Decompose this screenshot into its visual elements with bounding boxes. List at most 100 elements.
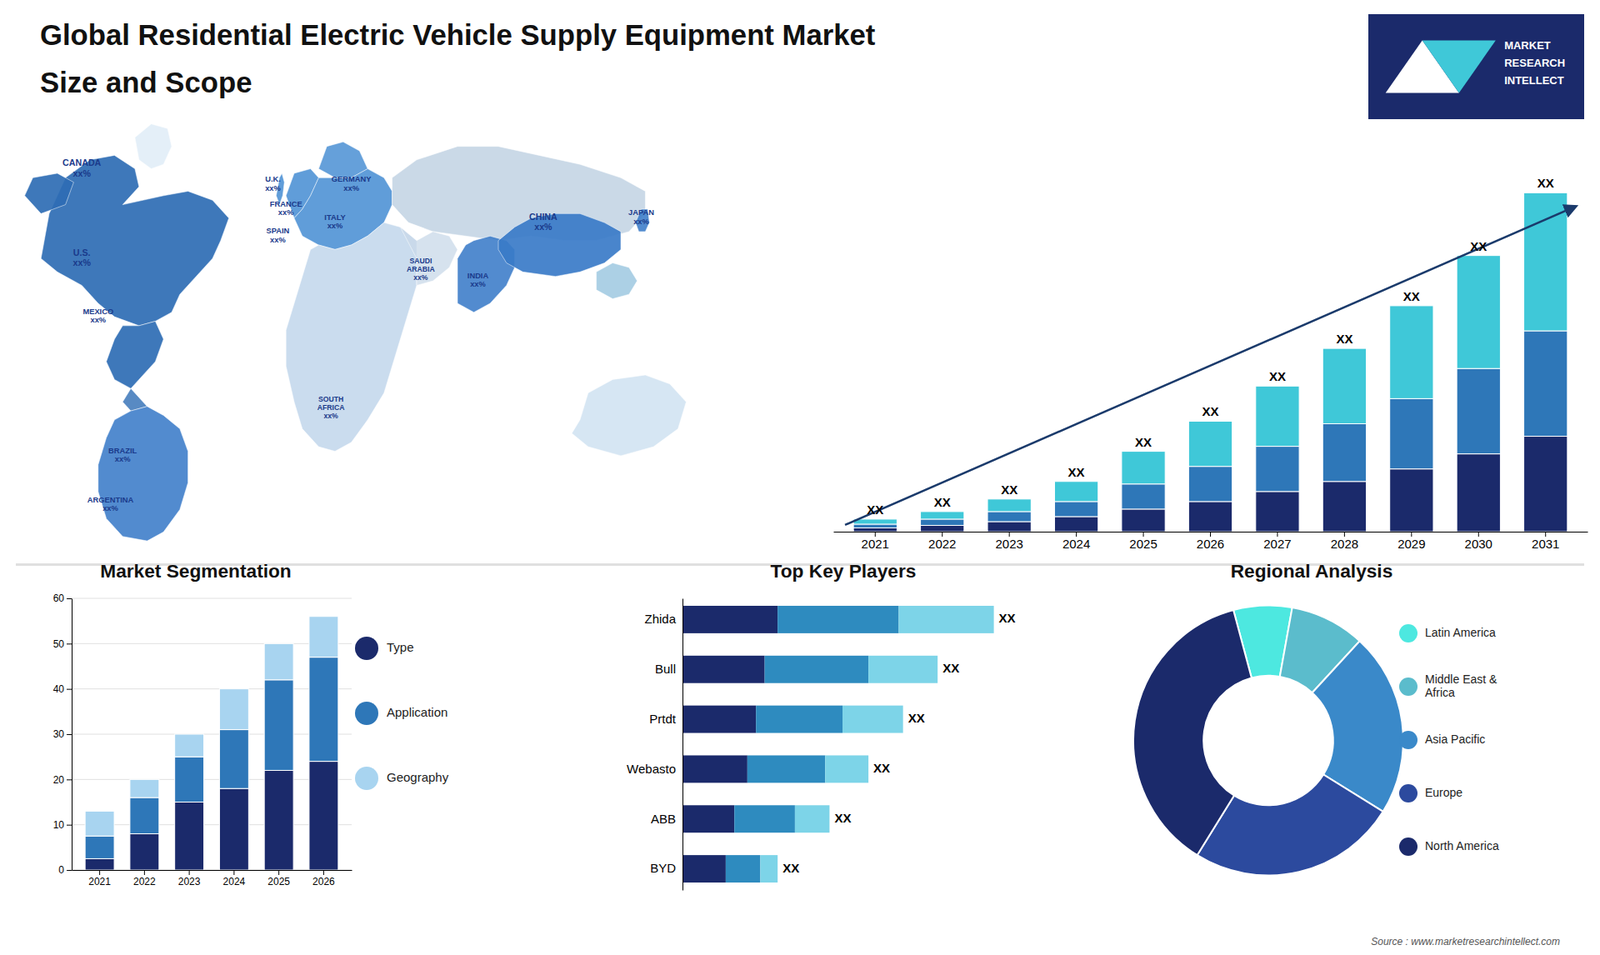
map-label-line: xx% xyxy=(115,455,131,465)
bar-label: XX xyxy=(834,810,851,825)
legend-label-line: Latin America xyxy=(1425,625,1496,640)
map-land xyxy=(285,222,417,451)
x-axis-tick: 2022 xyxy=(133,870,156,888)
y-axis-tick-mark xyxy=(66,870,72,871)
bar xyxy=(682,705,756,734)
bar-label: XX xyxy=(1269,369,1286,384)
logo-text-line: RESEARCH xyxy=(1504,56,1565,70)
x-axis-tick-mark xyxy=(99,870,100,875)
slice xyxy=(1133,610,1252,855)
bar xyxy=(130,779,160,798)
logo-text-line: MARKET xyxy=(1504,38,1551,51)
x-axis-tick-label: 2026 xyxy=(1196,536,1225,551)
legend-label-line: Application xyxy=(386,705,448,720)
map-label-line: xx% xyxy=(102,505,119,514)
x-axis-tick: 2024 xyxy=(1062,531,1090,551)
bar xyxy=(1054,501,1098,517)
bar xyxy=(1390,469,1434,532)
bar-label: XX xyxy=(873,760,890,775)
bar xyxy=(825,755,869,783)
bar xyxy=(682,805,735,833)
x-axis-tick-label: 2024 xyxy=(223,875,246,888)
map-land xyxy=(400,227,458,286)
map-land xyxy=(135,124,172,170)
x-axis-tick-label: 2023 xyxy=(995,536,1023,551)
bar xyxy=(760,855,778,883)
bar-label: XX xyxy=(1068,465,1085,480)
bar xyxy=(175,802,205,871)
section-title: Market Segmentation xyxy=(100,560,291,582)
map-label-line: ARABIA xyxy=(406,265,435,274)
bar-label: XX xyxy=(782,860,800,875)
map-label-line: xx% xyxy=(327,222,344,231)
x-axis-tick: 2021 xyxy=(88,870,111,888)
bar-label-line: XX xyxy=(1537,175,1555,190)
bar-label-line: XX xyxy=(782,860,800,875)
map-label-line: SPAIN xyxy=(265,226,290,235)
x-axis-tick-label: 2021 xyxy=(88,875,111,888)
bar xyxy=(175,734,205,757)
map-label-line: xx% xyxy=(534,221,553,232)
map-label-line: xx% xyxy=(73,168,92,179)
map-label-line: INDIA xyxy=(467,271,490,280)
map-label-line: xx% xyxy=(323,412,339,421)
title: Global Residential Electric Vehicle Supp… xyxy=(40,19,876,51)
map-label: U.K.xx% xyxy=(265,175,281,193)
y-axis-tick-label: Zhida xyxy=(644,611,676,626)
bar-label: XX xyxy=(1201,404,1219,419)
bar xyxy=(1456,255,1500,370)
map-label: BRAZILxx% xyxy=(108,446,137,465)
logo-text: INTELLECT xyxy=(1504,74,1565,87)
bar xyxy=(85,810,115,836)
map-label-line: xx% xyxy=(470,280,486,290)
legend-swatch xyxy=(1399,784,1418,803)
bar xyxy=(868,655,938,684)
bar xyxy=(309,657,339,762)
section-title-line: Market Segmentation xyxy=(100,560,291,582)
x-axis-tick: 2023 xyxy=(178,870,201,888)
bar xyxy=(765,655,870,684)
x-axis-tick-label: 2023 xyxy=(178,875,201,888)
x-axis-tick-label: 2022 xyxy=(133,875,156,888)
x-axis-tick-label: 2025 xyxy=(1129,536,1157,551)
bar-label-line: XX xyxy=(866,502,884,517)
legend-label: Middle East &Africa xyxy=(1425,672,1498,700)
y-axis-line xyxy=(682,599,684,891)
section-title-line: Regional Analysis xyxy=(1230,560,1394,582)
bar-label: XX xyxy=(908,710,925,725)
x-axis-tick-label: 2021 xyxy=(861,536,890,551)
bar xyxy=(264,680,294,771)
map-label-line: U.K. xyxy=(265,175,281,184)
map-label-line: xx% xyxy=(343,184,360,193)
x-axis-tick-mark xyxy=(323,870,325,875)
bar xyxy=(85,858,115,870)
bar xyxy=(1390,305,1434,399)
bar xyxy=(725,855,761,883)
bar xyxy=(175,756,205,802)
bar-label-line: XX xyxy=(1403,289,1420,304)
y-axis-tick-mark xyxy=(66,689,72,690)
legend-label-line: Geography xyxy=(386,770,450,785)
bar xyxy=(1121,484,1165,510)
x-axis-tick-mark xyxy=(278,870,280,875)
bar xyxy=(1456,454,1500,532)
map-label-line: BRAZIL xyxy=(108,446,137,455)
bar xyxy=(130,834,160,870)
bar-label: XX xyxy=(999,610,1016,625)
x-axis-tick: 2026 xyxy=(1196,531,1225,551)
x-axis-tick-label: 2024 xyxy=(1062,536,1090,551)
map-label-line: xx% xyxy=(633,218,650,227)
x-axis: 2021202220232024202520262027202820292030… xyxy=(834,531,1589,551)
bar xyxy=(853,524,897,529)
map-label-line: GERMANY xyxy=(331,175,372,184)
map-label-line: xx% xyxy=(73,257,92,268)
map-land xyxy=(498,213,621,276)
x-axis-tick: 2021 xyxy=(861,531,890,551)
bar xyxy=(1322,423,1366,481)
legend-label: Application xyxy=(386,705,448,720)
y-axis-tick: 20 xyxy=(53,774,72,786)
y-axis-tick-label: 50 xyxy=(53,638,65,650)
bar xyxy=(898,605,994,634)
map-label-line: ARGENTINA xyxy=(87,495,135,505)
x-axis-tick: 2022 xyxy=(928,531,956,551)
